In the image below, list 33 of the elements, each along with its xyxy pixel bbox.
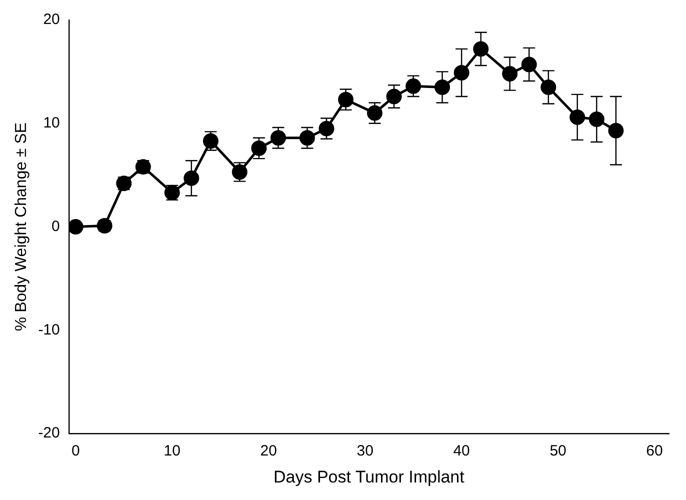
y-tick-label: -10 [38, 321, 60, 338]
point [299, 130, 315, 146]
point [502, 66, 518, 82]
point [473, 41, 489, 57]
y-tick-label: 20 [43, 11, 60, 28]
x-tick-label: 50 [550, 442, 566, 460]
point [608, 122, 624, 138]
y-tick-label: 0 [52, 218, 60, 235]
point [588, 112, 604, 128]
point [184, 170, 200, 186]
point [521, 56, 537, 72]
point [454, 64, 470, 80]
point [570, 109, 586, 125]
point [270, 130, 286, 146]
x-axis-title: Days Post Tumor Implant [274, 467, 465, 486]
y-tick-label: 10 [43, 114, 60, 132]
point [338, 92, 354, 108]
point [434, 79, 450, 95]
point [406, 78, 422, 94]
point [251, 140, 267, 156]
x-tick-label: 60 [646, 442, 663, 460]
point [366, 105, 382, 121]
y-axis-title: % Body Weight Change ± SE [13, 122, 30, 332]
x-tick-label: 10 [164, 442, 180, 460]
x-tick-label: 30 [356, 442, 374, 460]
x-tick-label: 20 [260, 442, 277, 460]
point [318, 120, 334, 136]
y-tick-label: -20 [38, 424, 60, 442]
point [540, 79, 556, 95]
point [386, 88, 402, 104]
x-tick-label: 40 [453, 442, 470, 460]
x-tick-label: 0 [71, 442, 80, 460]
point [68, 219, 84, 235]
